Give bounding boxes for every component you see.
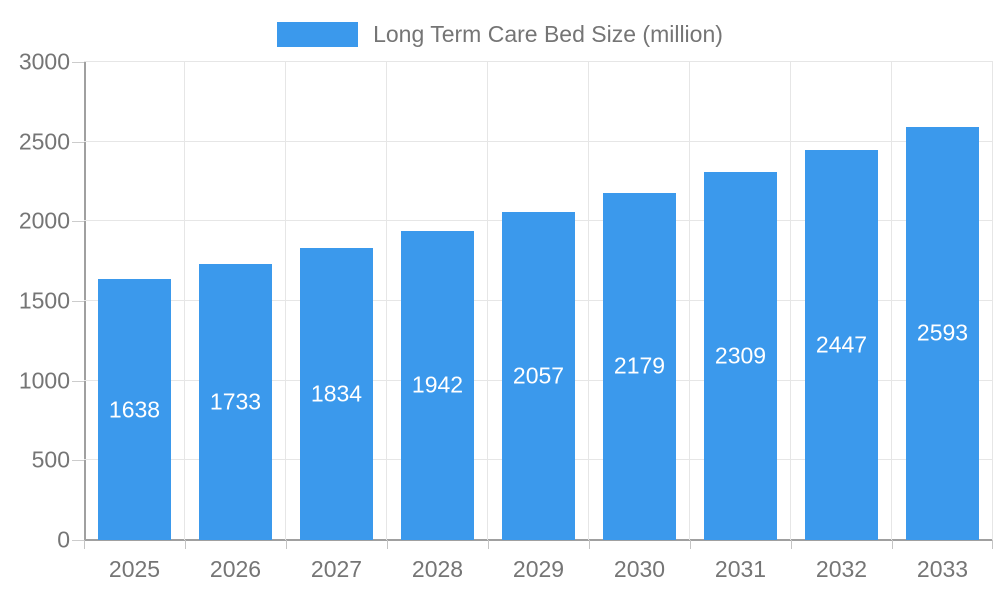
y-axis-line xyxy=(84,62,86,540)
y-tick-mark xyxy=(72,141,84,143)
gridline-horizontal xyxy=(84,140,993,142)
plot-area: 1638 1733 1834 1942 2057 2179 2309 2447 2593 xyxy=(84,61,993,541)
y-tick-label: 2000 xyxy=(18,207,70,234)
gridline-horizontal xyxy=(84,61,993,62)
y-tick-mark xyxy=(72,301,84,302)
bar-2030[interactable]: 2179 xyxy=(602,192,677,540)
y-tick-label: 500 xyxy=(31,446,70,473)
x-tick-mark xyxy=(84,540,85,549)
bar-2025[interactable]: 1638 xyxy=(97,279,172,540)
x-tick-mark xyxy=(992,540,993,549)
bar-value-label: 1733 xyxy=(209,388,262,415)
gridline-vertical xyxy=(386,62,387,540)
bar-2031[interactable]: 2309 xyxy=(703,172,778,540)
gridline-vertical xyxy=(790,62,791,540)
legend-label: Long Term Care Bed Size (million) xyxy=(373,20,723,47)
x-tick-mark xyxy=(791,540,792,549)
x-tick-label: 2027 xyxy=(310,556,363,582)
x-tick-label: 2032 xyxy=(815,556,868,582)
x-tick-label: 2025 xyxy=(108,556,161,582)
y-tick-mark xyxy=(72,540,84,541)
bar-value-label: 2057 xyxy=(512,362,565,389)
bar-2027[interactable]: 1834 xyxy=(299,247,374,540)
bar-value-label: 1942 xyxy=(411,371,464,398)
x-tick-label: 2031 xyxy=(714,556,767,582)
bar-value-label: 2179 xyxy=(613,352,666,379)
bar-2028[interactable]: 1942 xyxy=(400,230,475,540)
bar-value-label: 2309 xyxy=(714,342,767,369)
x-axis-line xyxy=(84,539,993,541)
legend-swatch xyxy=(277,21,359,47)
bar-2033[interactable]: 2593 xyxy=(905,126,980,540)
x-tick-mark xyxy=(892,540,893,549)
x-tick-label: 2026 xyxy=(209,556,262,582)
y-tick-label: 0 xyxy=(57,526,70,553)
x-tick-mark xyxy=(589,540,590,549)
x-tick-mark xyxy=(286,540,287,549)
y-tick-label: 2500 xyxy=(18,128,70,155)
bar-value-label: 2593 xyxy=(916,319,969,346)
x-tick-mark xyxy=(387,540,388,549)
gridline-vertical xyxy=(992,62,993,540)
y-tick-mark xyxy=(72,62,84,63)
gridline-vertical xyxy=(689,62,690,540)
y-tick-label: 1500 xyxy=(18,287,70,314)
x-axis-ticks xyxy=(84,540,993,550)
gridline-vertical xyxy=(184,62,185,540)
chart-legend[interactable]: Long Term Care Bed Size (million) xyxy=(0,18,1000,50)
gridline-vertical xyxy=(285,62,286,540)
bar-value-label: 2447 xyxy=(815,331,868,358)
bar-value-label: 1638 xyxy=(108,396,161,422)
x-tick-label: 2028 xyxy=(411,556,464,582)
gridline-vertical xyxy=(891,62,892,540)
y-tick-label: 1000 xyxy=(18,367,70,394)
x-tick-mark xyxy=(185,540,186,549)
y-tick-mark xyxy=(72,380,84,382)
bar-value-label: 1834 xyxy=(310,380,363,407)
x-tick-label: 2030 xyxy=(613,556,666,582)
x-tick-label: 2029 xyxy=(512,556,565,582)
y-tick-mark xyxy=(72,460,84,462)
gridline-vertical xyxy=(487,62,488,540)
y-axis-labels: 0 500 1000 1500 2000 2500 3000 xyxy=(0,49,84,553)
x-axis-labels: 2025 2026 2027 2028 2029 2030 2031 2032 2033 xyxy=(84,556,993,586)
x-tick-mark xyxy=(488,540,489,549)
y-tick-mark xyxy=(72,221,84,223)
bar-2032[interactable]: 2447 xyxy=(804,150,879,540)
y-tick-label: 3000 xyxy=(18,48,70,75)
gridline-vertical xyxy=(588,62,589,540)
bar-2029[interactable]: 2057 xyxy=(501,212,576,540)
bar-2026[interactable]: 1733 xyxy=(198,263,273,540)
x-tick-label: 2033 xyxy=(916,556,969,582)
x-tick-mark xyxy=(690,540,691,549)
